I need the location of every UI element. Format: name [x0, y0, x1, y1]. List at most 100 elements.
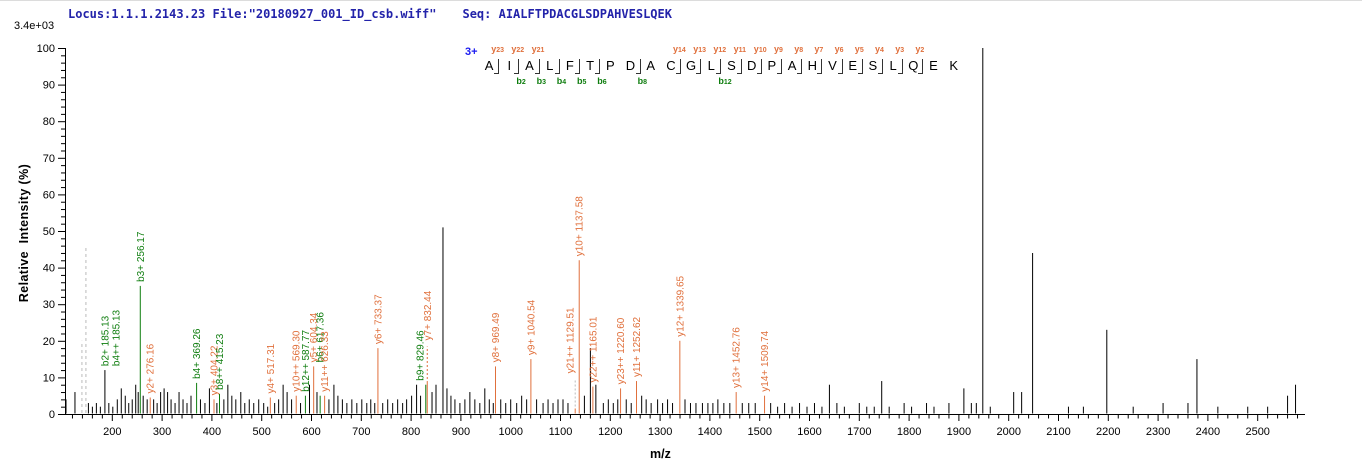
residue-23-E: E: [929, 58, 938, 73]
y-tick-label: 100: [37, 43, 55, 55]
y-ion-label-y21: y21: [531, 44, 545, 54]
residue-18-V: V: [828, 58, 837, 73]
residue-5-F: F: [565, 58, 574, 73]
base-peak-intensity-label: 3.4e+03: [14, 20, 55, 32]
cleavage-tick-after-13: [736, 59, 742, 74]
y-ion-label-y23: y23: [491, 44, 504, 54]
cleavage-tick-after-21: [898, 59, 904, 74]
y-tick-label: 80: [43, 116, 55, 128]
x-tick-label: 2000: [996, 426, 1020, 438]
x-tick-label: 700: [352, 426, 370, 438]
b-ion-label-b4: b4: [556, 76, 567, 86]
peak-label-y11++: y11++ 626.33: [320, 331, 331, 392]
residue-15-P: P: [767, 58, 777, 73]
sequence-label: Seq: AIALFTPDACGLSDPAHVESLQEK: [462, 7, 672, 21]
y-tick-label: 70: [43, 153, 55, 165]
peak-label-y3+: y3+ 404.22: [210, 345, 221, 395]
b-ion-label-b2: b2: [516, 76, 526, 86]
cleavage-tick-after-4: [554, 59, 560, 74]
y-tick-label: 10: [43, 372, 55, 384]
b-ion-label-b6: b6: [597, 76, 607, 86]
residue-13-S: S: [727, 58, 736, 73]
residue-6-T: T: [586, 58, 595, 73]
peak-label-b6+: b6+ 617.36: [316, 312, 327, 363]
peak-label-y11+: y11+ 1252.62: [632, 316, 643, 377]
x-tick-label: 500: [253, 426, 271, 438]
y-ion-label-y11: y11: [733, 44, 747, 54]
residue-2-I: I: [507, 58, 512, 73]
residue-14-D: D: [746, 58, 757, 73]
cleavage-tick-after-5: [575, 59, 580, 74]
y-ion-label-y2: y2: [915, 44, 925, 54]
peak-label-y13+: y13+ 1452.76: [732, 327, 743, 388]
cleavage-tick-after-1: [494, 59, 500, 74]
b-ion-label-b3: b3: [536, 76, 546, 86]
x-tick-label: 1900: [947, 426, 971, 438]
x-axis-title: m/z: [650, 447, 671, 461]
y-ion-label-y9: y9: [774, 44, 783, 54]
peak-label-y10++: y10++ 569.30: [292, 330, 303, 392]
residue-10-C: C: [666, 58, 676, 73]
peak-label-y7+: y7+ 832.44: [423, 290, 434, 340]
peak-label-y6+: y6+ 733.37: [373, 294, 384, 344]
x-tick-label: 1100: [549, 426, 573, 438]
peak-label-y22++: y22++ 1165.01: [588, 316, 599, 382]
peak-label-y12+: y12+ 1339.65: [675, 275, 686, 336]
peak-label-y4+: y4+ 517.31: [266, 343, 277, 393]
peak-label-y14+: y14+ 1509.74: [760, 330, 771, 391]
cleavage-tick-after-10: [676, 59, 681, 74]
x-tick-label: 600: [302, 426, 320, 438]
x-tick-label: 1400: [698, 426, 722, 438]
cleavage-tick-after-19: [857, 59, 863, 74]
peak-label-b4++: b4++ 185.13: [111, 309, 122, 366]
cleavage-tick-after-17: [817, 59, 823, 74]
y-ion-label-y7: y7: [814, 44, 824, 54]
x-tick-label: 1500: [747, 426, 771, 438]
peak-label-b9+: b9+ 829.46: [415, 330, 426, 381]
y-ion-label-y5: y5: [854, 44, 864, 54]
x-tick-label: 300: [153, 426, 171, 438]
residue-17-H: H: [807, 58, 817, 73]
header-line: Locus:1.1.1.2143.23 File:"20180927_001_I…: [68, 7, 672, 21]
cleavage-tick-after-11: [696, 59, 702, 74]
cleavage-tick-after-20: [878, 59, 883, 74]
peak-label-y21++: y21++ 1129.51: [566, 307, 577, 373]
peak-label-y10+: y10+ 1137.58: [575, 196, 586, 257]
y-ion-label-y3: y3: [895, 44, 905, 54]
peak-label-y2+: y2+ 276.16: [146, 343, 157, 393]
y-tick-label: 40: [43, 263, 55, 275]
x-tick-label: 2200: [1096, 426, 1120, 438]
y-tick-label: 30: [43, 299, 55, 311]
peak-label-b8++: b8++ 415.23: [215, 333, 226, 390]
cleavage-tick-after-15: [777, 59, 782, 74]
precursor-charge-label: 3+: [465, 46, 478, 58]
x-tick-label: 1800: [897, 426, 921, 438]
residue-11-G: G: [686, 58, 697, 73]
b-ion-label-b5: b5: [577, 76, 587, 86]
y-tick-label: 60: [43, 189, 55, 201]
x-tick-label: 400: [203, 426, 221, 438]
x-tick-label: 1200: [598, 426, 622, 438]
peak-label-b12++: b12++ 587.77: [301, 330, 312, 392]
residue-12-L: L: [707, 58, 715, 73]
peak-label-b2+: b2+ 185.13: [100, 315, 111, 366]
y-tick-label: 50: [43, 226, 55, 238]
y-tick-label: 20: [43, 336, 55, 348]
y-ion-label-y13: y13: [693, 44, 706, 54]
y-tick-label: 0: [49, 409, 55, 421]
y-ion-label-y12: y12: [713, 44, 727, 54]
cleavage-tick-after-22: [918, 59, 924, 74]
cleavage-tick-after-18: [837, 59, 843, 74]
cleavage-tick-after-2: [514, 59, 520, 74]
cleavage-tick-after-16: [797, 59, 803, 74]
x-tick-label: 200: [103, 426, 121, 438]
y-ion-label-y6: y6: [834, 44, 844, 54]
b-ion-label-b12: b12: [718, 76, 732, 86]
x-tick-label: 1300: [648, 426, 672, 438]
cleavage-tick-after-8: [635, 59, 641, 74]
residue-21-L: L: [889, 58, 897, 73]
residue-8-D: D: [625, 58, 636, 73]
residue-20-S: S: [868, 58, 878, 73]
